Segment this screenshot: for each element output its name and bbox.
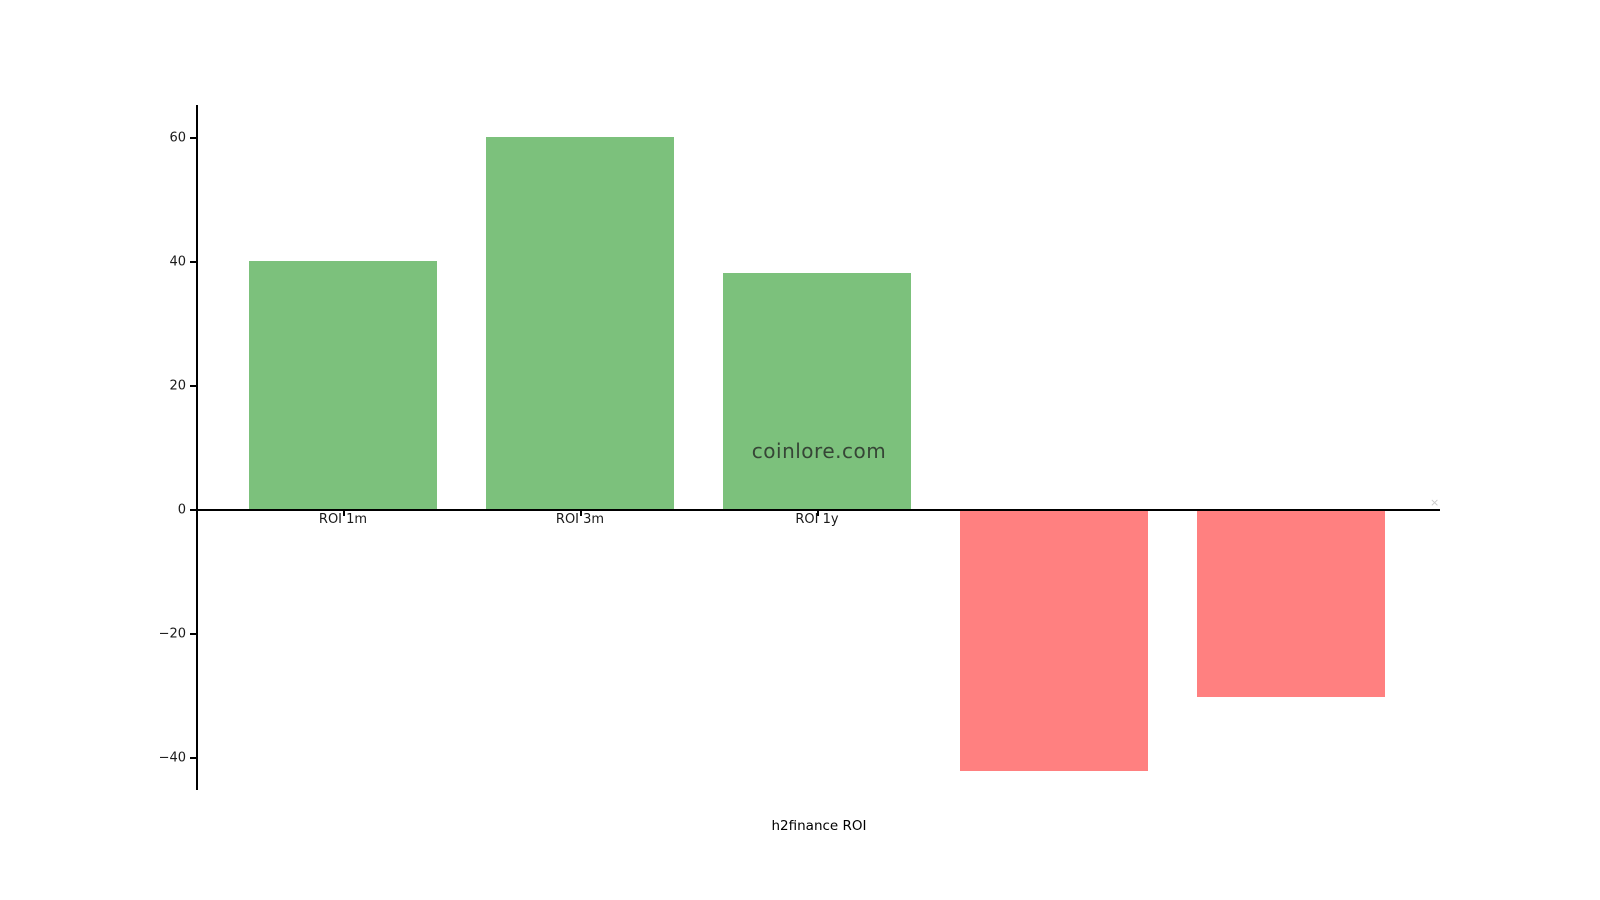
y-tick-label: −20 bbox=[158, 626, 186, 642]
watermark-text: coinlore.com bbox=[751, 439, 887, 463]
y-tick-mark bbox=[190, 261, 196, 263]
bar-roi-3m bbox=[486, 137, 674, 509]
axis-end-mark: × bbox=[1430, 496, 1440, 509]
y-tick-label: −40 bbox=[158, 750, 186, 766]
y-tick-mark bbox=[190, 757, 196, 759]
y-tick-mark bbox=[190, 137, 196, 139]
bar-roi-1m bbox=[249, 261, 437, 509]
y-tick-label: 60 bbox=[169, 130, 186, 146]
y-axis-line bbox=[196, 105, 198, 790]
y-tick-mark bbox=[190, 633, 196, 635]
x-tick-mark bbox=[817, 509, 819, 516]
y-tick-label: 0 bbox=[177, 502, 186, 518]
x-tick-mark bbox=[580, 509, 582, 516]
x-tick-label: ROI 1y bbox=[795, 512, 839, 527]
x-tick-mark bbox=[343, 509, 345, 516]
y-tick-label: 40 bbox=[169, 254, 186, 270]
y-tick-mark bbox=[190, 509, 196, 511]
bar-negative-4 bbox=[1197, 510, 1385, 697]
y-tick-mark bbox=[190, 385, 196, 387]
x-tick-label: ROI 1m bbox=[318, 512, 368, 527]
bar-negative-3 bbox=[960, 510, 1148, 771]
y-tick-label: 20 bbox=[169, 378, 186, 394]
bar-roi-1y bbox=[723, 273, 911, 509]
x-tick-label: ROI 3m bbox=[555, 512, 605, 527]
chart-title: h2finance ROI bbox=[771, 818, 867, 834]
